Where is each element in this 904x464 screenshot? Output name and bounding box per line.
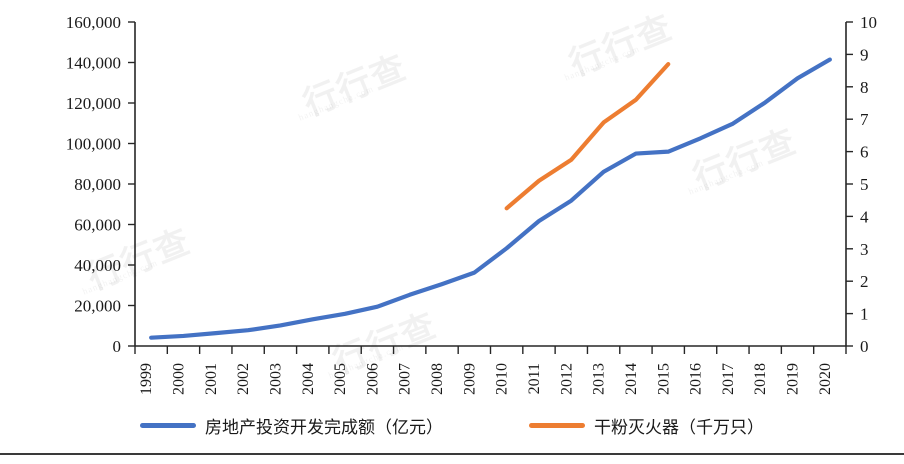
x-axis-tick-label: 2011 [526,363,543,394]
right-axis: 0 1 2 3 4 5 6 7 8 9 10 [845,13,877,356]
series-line-real-estate [149,57,832,340]
series-line-extinguisher [504,62,671,211]
x-axis-tick-label: 2000 [170,363,187,395]
right-axis-tick-label: 0 [860,337,869,356]
left-axis-tick-label: 140,000 [66,54,121,73]
legend-swatch-blue-icon [140,422,196,428]
right-axis-tick-label: 7 [860,110,869,129]
right-axis-tick-label: 2 [860,272,869,291]
left-axis-tick-label: 160,000 [66,13,121,32]
x-axis-tick-label: 2009 [461,363,478,395]
left-axis-tick-label: 20,000 [74,297,121,316]
left-axis-tick-label: 120,000 [66,94,121,113]
x-axis-tick-label: 2020 [817,363,834,395]
bottom-divider [0,453,904,455]
right-axis-tick-label: 8 [860,78,869,97]
right-axis-tick-label: 3 [860,240,869,259]
left-axis: 0 20,000 40,000 60,000 80,000 100,000 120,000 1… [66,13,136,356]
chart-legend: 房地产投资开发完成额（亿元） 干粉灭火器（千万只） [0,408,904,442]
right-axis-tick-label: 5 [860,175,869,194]
x-axis-tick-label: 2003 [267,363,284,395]
left-axis-tick-label: 100,000 [66,135,121,154]
legend-item-real-estate[interactable]: 房地产投资开发完成额（亿元） [140,413,443,438]
right-axis-tick-label: 1 [860,305,869,324]
right-axis-tick-label: 9 [860,45,869,64]
x-axis: 1999 2000 2001 2002 2003 2004 2005 2006 2007 2008… [134,345,847,395]
left-axis-tick-label: 80,000 [74,175,121,194]
x-axis-tick-label: 2006 [364,363,381,395]
right-axis-tick-label: 6 [860,143,869,162]
x-axis-tick-label: 2012 [558,363,575,395]
legend-label: 房地产投资开发完成额（亿元） [205,417,443,437]
x-axis-tick-label: 2019 [785,363,802,395]
legend-item-extinguisher[interactable]: 干粉灭火器（千万只） [529,413,764,438]
right-axis-tick-label: 4 [860,207,869,226]
legend-swatch-orange-icon [529,422,585,428]
x-axis-tick-label: 2002 [235,363,252,395]
x-axis-tick-label: 2013 [591,363,608,395]
legend-label: 干粉灭火器（千万只） [594,417,764,437]
x-axis-tick-label: 1999 [138,363,155,395]
x-axis-tick-label: 2014 [623,363,640,395]
right-axis-tick-label: 10 [860,13,877,32]
x-axis-tick-label: 2016 [688,363,705,395]
x-axis-tick-label: 2001 [203,363,220,395]
x-axis-tick-label: 2010 [494,363,511,395]
left-axis-tick-label: 40,000 [74,256,121,275]
x-axis-tick-label: 2007 [397,363,414,395]
left-axis-tick-label: 60,000 [74,216,121,235]
left-axis-tick-label: 0 [113,337,122,356]
x-axis-tick-label: 2015 [655,363,672,395]
x-axis-tick-label: 2005 [332,363,349,395]
x-axis-tick-label: 2018 [752,363,769,395]
series-layer [149,57,832,340]
x-axis-tick-label: 2004 [300,363,317,395]
x-axis-tick-label: 2008 [429,363,446,395]
x-axis-tick-label: 2017 [720,363,737,395]
